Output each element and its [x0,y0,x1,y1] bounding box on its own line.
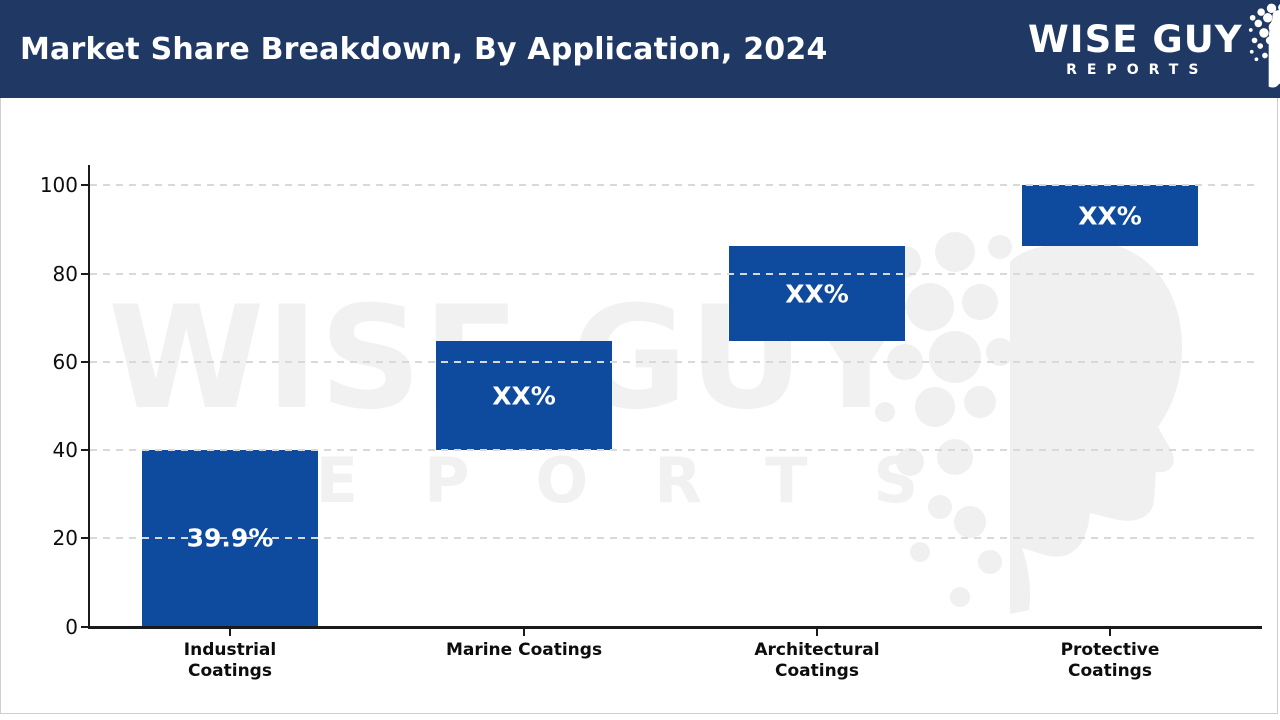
x-category-label: Marine Coatings [445,640,603,660]
y-tick-mark [81,537,89,540]
y-tick-mark [81,625,89,628]
wiseguy-logo-text: WISE GUY REPORTS [1028,18,1243,79]
y-tick-mark [81,184,89,187]
bar [1022,185,1198,247]
x-category-label: Protective Coatings [1060,640,1160,681]
bar-value-label: XX% [1078,201,1142,231]
y-tick-label: 0 [65,614,78,639]
x-tick-mark [816,627,818,636]
y-tick-label: 60 [52,349,78,374]
watermark-subtitle: REPORTS [202,444,985,517]
y-axis-line [88,165,90,628]
gridline [90,449,1258,452]
x-category-label: Architectural Coatings [754,640,880,681]
header-bar: Market Share Breakdown, By Application, … [0,0,1280,98]
y-tick-label: 20 [52,526,78,551]
x-axis-line [88,626,1262,629]
bar-value-label: XX% [785,279,849,309]
logo-wordmark: WISE GUY [1028,18,1243,61]
y-tick-label: 40 [52,438,78,463]
x-tick-mark [523,627,525,636]
bar-value-label: XX% [492,381,556,411]
x-category-label: Industrial Coatings [183,640,277,681]
wiseguy-face-icon [1247,3,1280,95]
gridline [90,272,1258,275]
y-tick-mark [81,360,89,363]
y-tick-mark [81,272,89,275]
gridline [90,537,1258,540]
wiseguy-logo: WISE GUY REPORTS [1028,3,1280,94]
gridline [90,184,1258,187]
bar-value-label: 39.9% [186,523,274,553]
logo-subtitle: REPORTS [1066,62,1209,78]
x-tick-mark [229,627,231,636]
bar [729,246,905,342]
y-tick-mark [81,449,89,452]
y-tick-label: 100 [39,173,78,198]
bar [436,341,612,451]
gridline [90,360,1258,363]
page-title: Market Share Breakdown, By Application, … [20,31,828,67]
y-tick-label: 80 [52,261,78,286]
x-tick-mark [1109,627,1111,636]
